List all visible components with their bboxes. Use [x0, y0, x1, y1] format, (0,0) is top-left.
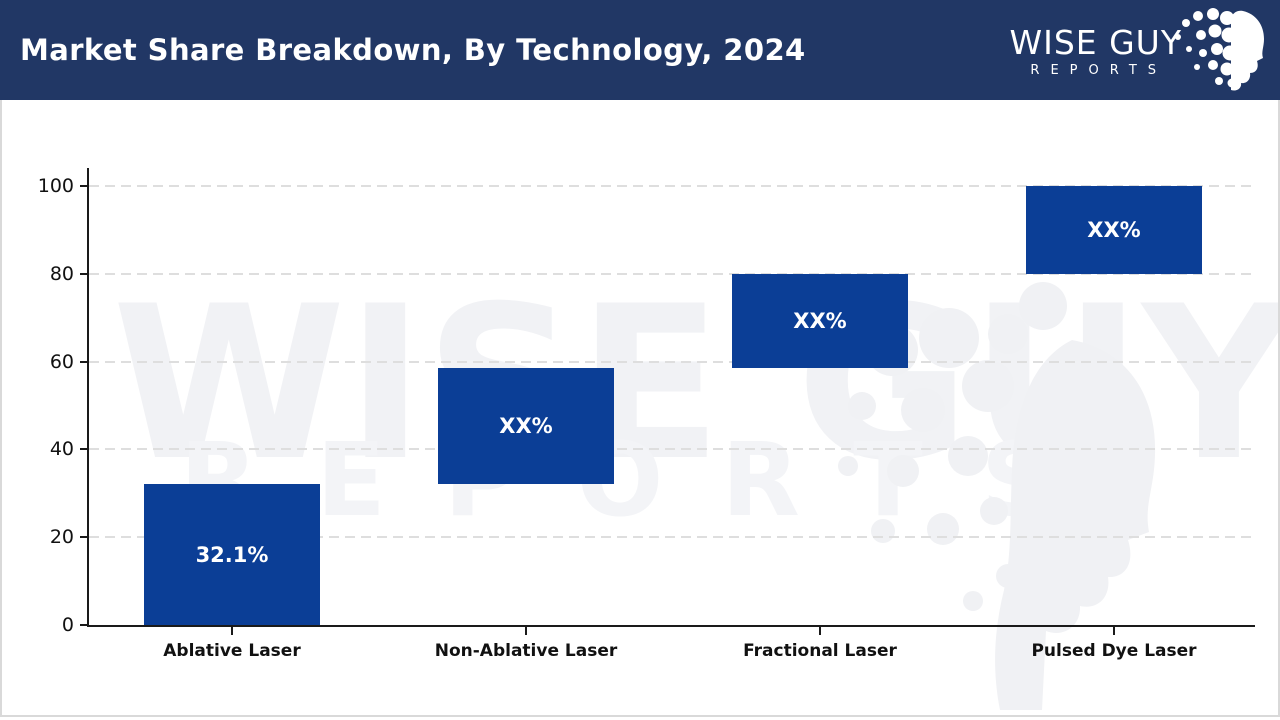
y-gridline: [89, 272, 1255, 275]
x-category-label: Non-Ablative Laser: [434, 641, 618, 661]
y-tick-mark: [80, 185, 88, 187]
y-gridline: [89, 185, 1255, 187]
bar-value-label: XX%: [499, 414, 553, 439]
y-tick-label: 60: [49, 350, 74, 373]
x-tick-mark: [231, 627, 233, 635]
waterfall-chart: 0 20 40 60 80 100 32.1% Ablative Laser XX% Non-Ab…: [2, 100, 1278, 715]
bar-value-label: 32.1%: [195, 542, 269, 567]
y-tick-mark: [80, 360, 88, 363]
x-tick-mark: [1113, 627, 1115, 635]
x-axis-line: [87, 625, 1255, 627]
x-tick-mark: [525, 627, 527, 635]
x-category-label: Pulsed Dye Laser: [1031, 641, 1197, 661]
y-gridline: [89, 536, 1255, 539]
y-gridline: [89, 360, 1255, 363]
y-tick-mark: [80, 536, 88, 539]
header-bar: Market Share Breakdown, By Technology, 2…: [0, 0, 1280, 100]
logo-subtitle: REPORTS: [1030, 62, 1168, 78]
waterfall-bar-segment: [438, 368, 614, 485]
y-tick-label: 80: [49, 262, 74, 285]
y-tick-label: 0: [61, 614, 74, 636]
y-axis-line: [87, 168, 89, 627]
y-tick-mark: [80, 448, 88, 451]
y-tick-label: 40: [49, 438, 74, 461]
waterfall-bar-segment: [732, 273, 908, 369]
y-gridline: [89, 448, 1255, 451]
wise-guy-logo: WISE GUY REPORTS: [1009, 7, 1266, 93]
waterfall-bar-segment: [1026, 186, 1202, 274]
y-tick-label: 100: [37, 175, 74, 197]
logo-text: WISE GUY REPORTS: [1009, 23, 1182, 78]
x-category-label: Ablative Laser: [163, 641, 301, 661]
y-tick-mark: [80, 272, 88, 275]
y-tick-label: 20: [49, 526, 74, 549]
bar-value-label: XX%: [1087, 217, 1141, 242]
logo-wordmark: WISE GUY: [1009, 22, 1182, 62]
x-tick-mark: [819, 627, 821, 635]
dotted-face-icon: [1175, 8, 1264, 91]
x-category-label: Fractional Laser: [743, 641, 897, 661]
y-tick-mark: [80, 624, 88, 626]
page-title: Market Share Breakdown, By Technology, 2…: [20, 33, 806, 67]
chart-area: WISE GUY REPORTS 0 20 40 60 80 100 32.1% Ablati…: [0, 100, 1280, 717]
bar-value-label: XX%: [793, 308, 847, 333]
waterfall-bar-segment: [144, 484, 320, 625]
